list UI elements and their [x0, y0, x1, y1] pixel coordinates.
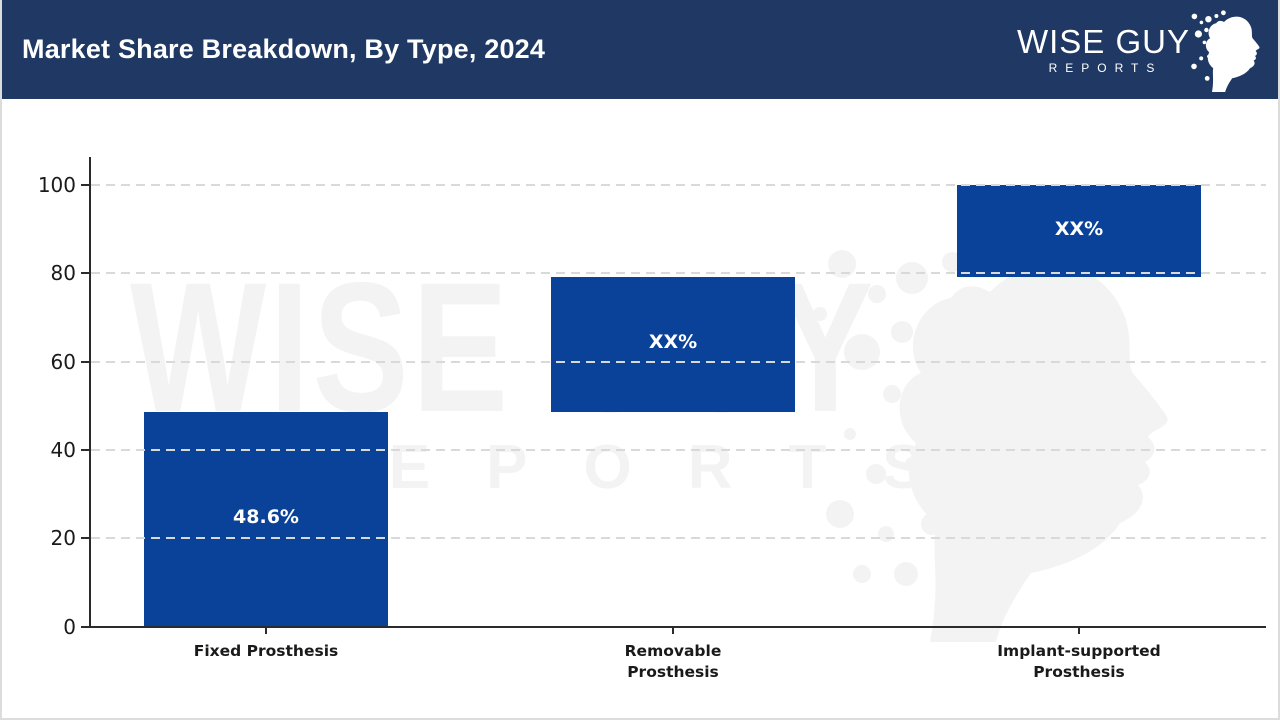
- wiseguy-head-watermark-icon: [813, 223, 1168, 642]
- x-tick-0: [265, 627, 267, 634]
- y-tick-20: [81, 537, 89, 540]
- y-tick-label-20: 20: [50, 526, 76, 551]
- y-tick-80: [81, 272, 89, 275]
- y-axis-line: [89, 157, 91, 628]
- gridline-60: [91, 360, 1266, 363]
- y-tick-60: [81, 360, 89, 363]
- y-tick-label-100: 100: [37, 173, 76, 197]
- bar-value-label-2: XX%: [1054, 217, 1104, 240]
- y-tick-label-80: 80: [50, 261, 76, 286]
- gridline-80: [91, 272, 1266, 275]
- x-tick-1: [672, 627, 674, 634]
- logo-reports-text: REPORTS: [1048, 60, 1163, 75]
- chart-title: Market Share Breakdown, By Type, 2024: [22, 34, 546, 64]
- wiseguy-head-logo-icon: [1191, 9, 1260, 92]
- bar-0: [144, 411, 388, 627]
- gridline-40: [91, 448, 1266, 451]
- watermark-reports-text: REPORTS: [288, 433, 980, 502]
- gridline-100: [91, 184, 1266, 186]
- bar-1: [551, 276, 795, 412]
- y-tick-label-60: 60: [50, 349, 76, 374]
- y-tick-label-0: 0: [63, 614, 76, 639]
- x-tick-label-0: Fixed Prosthesis: [193, 642, 339, 660]
- y-tick-100: [81, 184, 89, 186]
- y-tick-0: [81, 625, 89, 628]
- bar-2: [957, 185, 1201, 277]
- wiseguy-reports-logo: WISE GUY REPORTS: [1017, 8, 1268, 92]
- y-tick-40: [81, 448, 89, 451]
- x-tick-label-1: Removable Prosthesis: [624, 642, 722, 681]
- logo-text: WISE GUY REPORTS: [1017, 25, 1190, 75]
- header-bar: Market Share Breakdown, By Type, 2024 WI…: [2, 0, 1278, 99]
- bar-value-label-0: 48.6%: [233, 506, 299, 529]
- gridline-20: [91, 537, 1266, 540]
- x-axis-line: [89, 625, 1266, 628]
- y-tick-label-40: 40: [50, 437, 76, 462]
- bar-value-label-1: XX%: [648, 331, 698, 354]
- x-tick-2: [1078, 627, 1080, 634]
- x-tick-label-2: Implant-supported Prosthesis: [997, 642, 1161, 681]
- logo-wiseguy-text: WISE GUY: [1016, 22, 1190, 60]
